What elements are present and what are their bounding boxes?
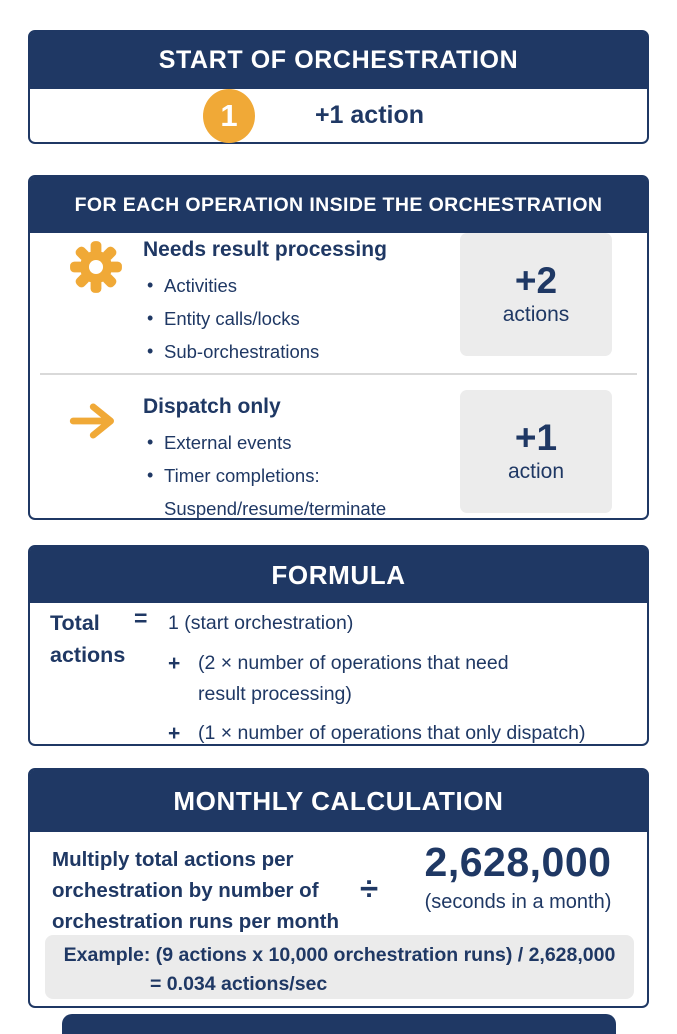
formula-term-line1: (2 × number of operations that need bbox=[198, 652, 509, 674]
arrow-right-icon bbox=[69, 398, 119, 449]
start-action-label: +1 action bbox=[314, 101, 425, 129]
example-line1: Example: (9 actions x 10,000 orchestrati… bbox=[63, 944, 616, 966]
plus-sign: + bbox=[168, 722, 181, 745]
monthly-section-header: MONTHLY CALCULATION bbox=[30, 770, 647, 832]
row-divider bbox=[40, 373, 637, 375]
formula-term-line2: result processing) bbox=[198, 683, 352, 705]
list-item: External events bbox=[143, 426, 386, 459]
step-number-badge: 1 bbox=[202, 88, 255, 143]
total-actions-label-line1: Total bbox=[50, 611, 100, 635]
plus-two-actions-card: +2 actions bbox=[460, 233, 612, 356]
result-processing-heading: Needs result processing bbox=[143, 238, 387, 261]
list-item: Activities bbox=[143, 269, 387, 302]
total-actions-label: Total actions bbox=[50, 607, 125, 671]
example-line2: = 0.034 actions/sec bbox=[150, 973, 328, 995]
start-of-orchestration-section: START OF ORCHESTRATION 1 +1 action bbox=[28, 30, 649, 144]
seconds-in-month-block: 2,628,000 (seconds in a month) bbox=[392, 840, 644, 914]
gear-icon bbox=[69, 239, 123, 300]
list-item: Entity calls/locks bbox=[143, 302, 387, 335]
monthly-description-line1: Multiply total actions per bbox=[52, 848, 294, 871]
monthly-description: Multiply total actions per orchestration… bbox=[52, 844, 339, 937]
list-item: Sub-orchestrations bbox=[143, 335, 387, 368]
equals-sign: = bbox=[134, 605, 148, 631]
operations-section: FOR EACH OPERATION INSIDE THE ORCHESTRAT… bbox=[28, 175, 649, 520]
monthly-description-line3: orchestration runs per month bbox=[52, 910, 340, 933]
plus-sign: + bbox=[168, 652, 181, 675]
formula-term-start: 1 (start orchestration) bbox=[168, 608, 353, 639]
formula-section: FORMULA Total actions = 1 (start orchest… bbox=[28, 545, 649, 746]
seconds-caption: (seconds in a month) bbox=[424, 891, 612, 913]
actions-count: +2 bbox=[514, 259, 558, 301]
operations-section-header: FOR EACH OPERATION INSIDE THE ORCHESTRAT… bbox=[30, 177, 647, 233]
operations-section-title: FOR EACH OPERATION INSIDE THE ORCHESTRAT… bbox=[74, 193, 603, 216]
start-section-title: START OF ORCHESTRATION bbox=[158, 46, 519, 74]
formula-term-text: 1 (start orchestration) bbox=[168, 612, 354, 634]
list-item-continuation: Suspend/resume/terminate bbox=[164, 498, 387, 519]
seconds-value: 2,628,000 bbox=[424, 839, 612, 885]
dispatch-only-heading: Dispatch only bbox=[143, 395, 281, 418]
actions-unit: action bbox=[507, 459, 565, 483]
result-processing-text-block: Needs result processing Activities Entit… bbox=[143, 238, 387, 368]
monthly-section-title: MONTHLY CALCULATION bbox=[173, 785, 504, 816]
start-section-body: 1 +1 action bbox=[5, 88, 622, 143]
result-processing-list: Activities Entity calls/locks Sub-orches… bbox=[143, 269, 387, 368]
list-item: Timer completions: bbox=[143, 459, 386, 492]
dispatch-only-list: External events Timer completions: bbox=[143, 426, 386, 492]
total-actions-label-line2: actions bbox=[50, 643, 126, 667]
formula-term-result-processing: + (2 × number of operations that need re… bbox=[168, 648, 509, 710]
monthly-calculation-section: MONTHLY CALCULATION Multiply total actio… bbox=[28, 768, 649, 1008]
actions-unit: actions bbox=[502, 302, 570, 326]
plus-one-action-card: +1 action bbox=[460, 390, 612, 513]
formula-term-dispatch: + (1 × number of operations that only di… bbox=[168, 718, 586, 749]
actions-count: +1 bbox=[514, 416, 558, 458]
formula-section-title: FORMULA bbox=[271, 559, 406, 590]
formula-section-header: FORMULA bbox=[30, 547, 647, 603]
example-box: Example: (9 actions x 10,000 orchestrati… bbox=[45, 935, 634, 999]
formula-term-text: (2 × number of operations that need resu… bbox=[198, 648, 509, 710]
step-number: 1 bbox=[220, 97, 238, 133]
start-section-header: START OF ORCHESTRATION bbox=[30, 32, 647, 89]
divide-sign: ÷ bbox=[360, 870, 379, 907]
formula-term-text: (1 × number of operations that only disp… bbox=[198, 722, 586, 744]
partial-next-section-bar bbox=[62, 1014, 616, 1034]
monthly-description-line2: orchestration by number of bbox=[52, 879, 319, 902]
dispatch-only-text-block: Dispatch only External events Timer comp… bbox=[143, 395, 386, 525]
